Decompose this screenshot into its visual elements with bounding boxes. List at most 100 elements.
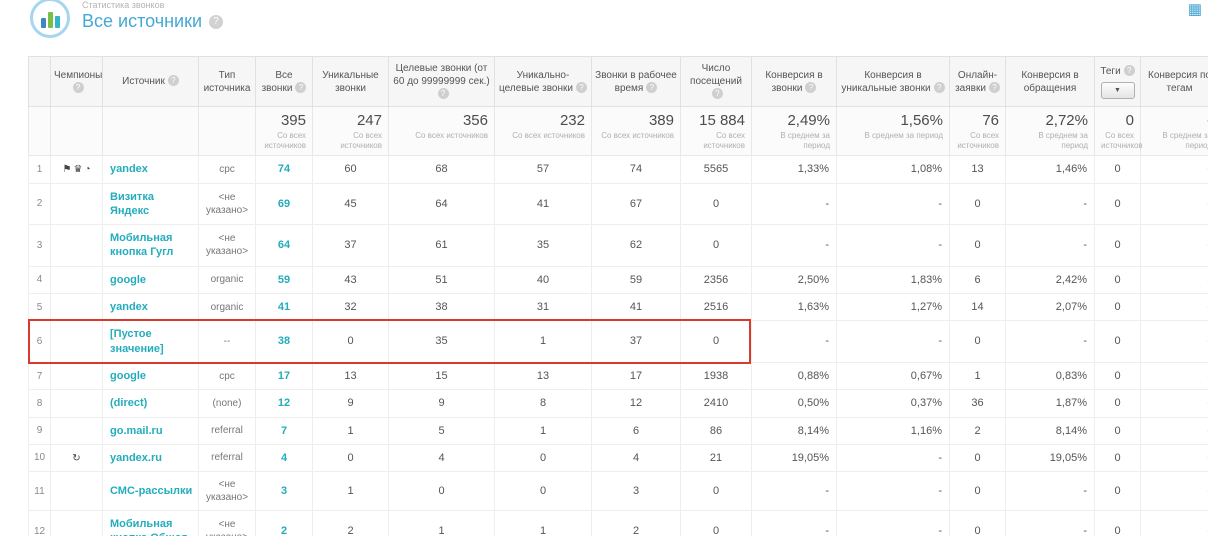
summary-value: 389 [648, 112, 674, 129]
cell-online_leads: 0 [949, 443, 1006, 473]
col-header-all_calls: Все звонки? [255, 56, 313, 107]
cell-type: referral [198, 416, 256, 445]
col-header-conv_calls: Конверсия в звонки? [751, 56, 837, 107]
source-link[interactable]: СМС-рассылки [110, 484, 193, 497]
cell-conv_tags: - [1140, 361, 1208, 391]
summary-all_calls: 395 Со всех источников [255, 105, 313, 157]
cell-type: <не указано> [198, 224, 256, 267]
cell-all_calls[interactable]: 64 [255, 224, 313, 267]
help-icon[interactable]: ? [988, 81, 1000, 93]
grid-icon[interactable]: ▦ [1187, 1, 1202, 18]
help-icon[interactable]: ? [575, 81, 587, 93]
crown-icon: ♛ [73, 164, 83, 176]
cell-all_calls[interactable]: 12 [255, 389, 313, 418]
cell-conv_unique: - [836, 471, 950, 512]
cell-all_calls[interactable]: 59 [255, 265, 313, 295]
cell-type: referral [198, 443, 256, 473]
source-link[interactable]: Визитка Яндекс [110, 190, 154, 217]
cell-work_calls: 59 [591, 265, 681, 295]
source-link[interactable]: go.mail.ru [110, 424, 163, 437]
cell-all_calls[interactable]: 38 [255, 320, 313, 363]
cell-work_calls: 12 [591, 389, 681, 418]
cell-online_leads: 0 [949, 510, 1006, 536]
summary-unique_calls: 247 Со всех источников [312, 105, 389, 157]
source-link[interactable]: google [110, 369, 147, 382]
source-link[interactable]: Мобильная кнопка Общая [110, 518, 188, 536]
col-header-champions: Чемпионы? [50, 56, 103, 107]
help-icon[interactable]: ? [805, 81, 817, 93]
cell-all_calls[interactable]: 17 [255, 361, 313, 391]
cell-conv_tags: - [1140, 265, 1208, 295]
cell-unique_calls: 2 [312, 510, 389, 536]
cell-online_leads: 0 [949, 182, 1006, 226]
cell-source: yandex.ru [102, 443, 199, 473]
cell-champions [50, 510, 103, 536]
cell-visits: 5565 [680, 155, 752, 184]
source-link[interactable]: yandex.ru [110, 451, 162, 464]
source-link[interactable]: yandex [110, 301, 148, 314]
col-header-label: Целевые звонки (от 60 до 99999999 сек.) [393, 63, 490, 87]
help-icon[interactable]: ? [437, 88, 449, 99]
cell-all_calls[interactable]: 41 [255, 293, 313, 322]
help-icon[interactable]: ? [167, 75, 179, 86]
cell-source: yandex [102, 293, 199, 322]
cell-champions [50, 361, 103, 391]
col-header-label: Онлайн-заявки [955, 69, 998, 94]
cell-idx: 12 [28, 510, 51, 536]
cell-target_calls: 15 [388, 361, 495, 391]
help-icon[interactable]: ? [295, 81, 307, 93]
cell-champions [50, 389, 103, 418]
source-link[interactable]: Мобильная кнопка Гугл [110, 232, 174, 259]
cell-work_calls: 74 [591, 155, 681, 184]
cell-visits: 2516 [680, 293, 752, 322]
cell-idx: 4 [28, 265, 51, 295]
source-link[interactable]: yandex [110, 163, 148, 176]
cell-conv_requests: - [1005, 471, 1095, 512]
summary-caption: Со всех источников [512, 131, 585, 141]
cell-work_calls: 6 [591, 416, 681, 445]
cell-online_leads: 0 [949, 320, 1006, 363]
cell-target_calls: 0 [388, 471, 495, 512]
cell-all_calls[interactable]: 3 [255, 471, 313, 512]
summary-value: 395 [280, 112, 306, 129]
cell-unique_calls: 60 [312, 155, 389, 184]
table-row: 3 Мобильная кнопка Гугл <не указано> 64 37 61… [28, 224, 1208, 267]
table-row: 2 Визитка Яндекс <не указано> 69 45 64 41 67 0- -… [28, 182, 1208, 226]
source-link[interactable]: google [110, 273, 147, 286]
cell-conv_unique: - [836, 320, 950, 363]
cell-all_calls[interactable]: 7 [255, 416, 313, 445]
cell-conv_unique: - [836, 443, 950, 473]
cell-target_calls: 4 [388, 443, 495, 473]
cell-all_calls[interactable]: 74 [255, 155, 313, 184]
table-row: 9 go.mail.ru referral 7 1 5 1 6 86 8,14% 1,16% 2 8,1… [28, 416, 1208, 445]
help-icon[interactable]: ? [72, 81, 84, 93]
title-help-icon[interactable]: ? [209, 14, 224, 29]
col-header-conv_unique: Конверсия в уникальные звонки? [836, 56, 950, 107]
col-header-online_leads: Онлайн-заявки? [949, 56, 1006, 107]
cell-champions: ↻ [50, 443, 103, 473]
cell-all_calls[interactable]: 69 [255, 182, 313, 226]
cell-conv_unique: - [836, 182, 950, 226]
tags-filter-dropdown[interactable]: ▼ [1100, 81, 1135, 99]
cell-source: google [102, 265, 199, 295]
help-icon[interactable]: ? [712, 88, 723, 99]
cell-conv_requests: 8,14% [1005, 416, 1095, 445]
source-link[interactable]: (direct) [110, 397, 148, 410]
cell-idx: 10 [28, 443, 51, 473]
col-header-label: Тип источника [203, 69, 251, 94]
source-link[interactable]: [Пустое значение] [110, 328, 164, 355]
cell-source: СМС-рассылки [102, 471, 199, 512]
cell-conv_tags: - [1140, 416, 1208, 445]
col-header-unique_target_calls: Уникально-целевые звонки? [494, 56, 592, 107]
cell-all_calls[interactable]: 2 [255, 510, 313, 536]
cell-visits: 1938 [680, 361, 752, 391]
cell-online_leads: 2 [949, 416, 1006, 445]
help-icon[interactable]: ? [646, 81, 658, 93]
cell-unique_target_calls: 13 [494, 361, 592, 391]
cell-type: <не указано> [198, 182, 256, 226]
help-icon[interactable]: ? [1123, 64, 1135, 76]
cell-conv_calls: - [751, 224, 837, 267]
table-row: 5 yandex organic 41 32 38 31 41 2516 1,63% 1,27% 14… [28, 293, 1208, 322]
help-icon[interactable]: ? [933, 81, 945, 93]
cell-all_calls[interactable]: 4 [255, 443, 313, 473]
